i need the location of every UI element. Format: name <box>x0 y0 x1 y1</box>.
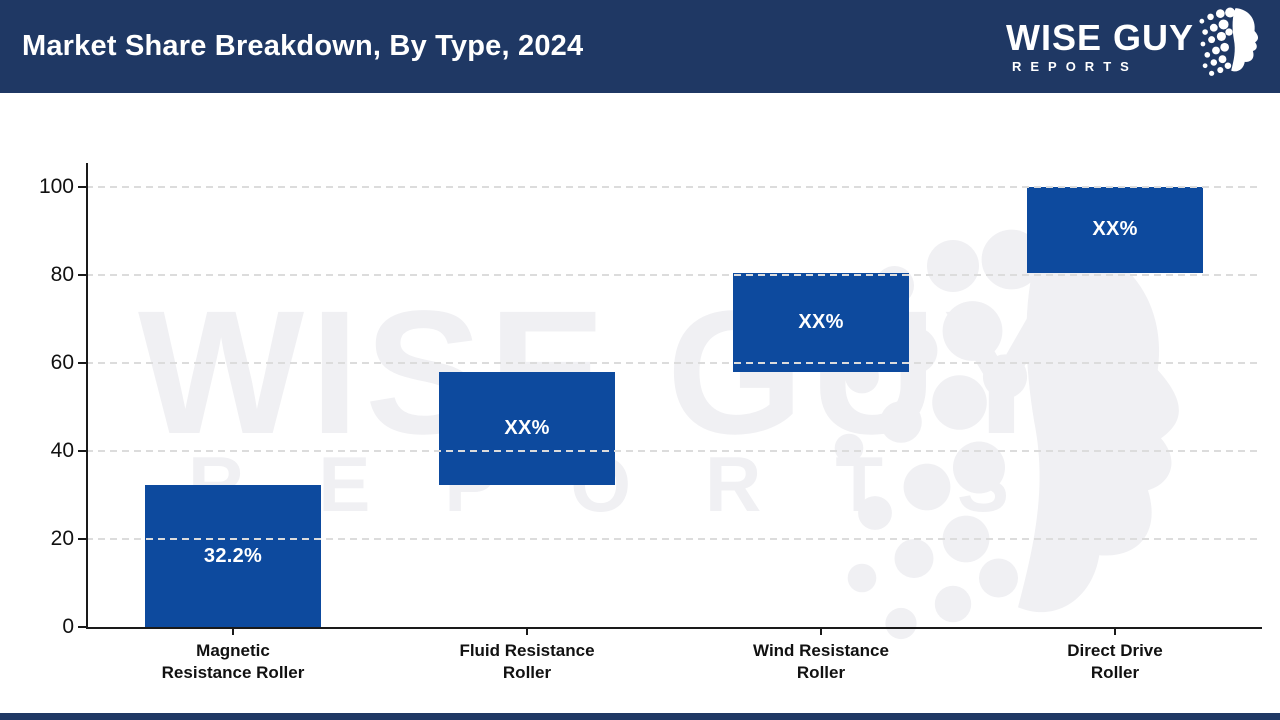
y-tick-0 <box>78 626 86 628</box>
gridline-60 <box>86 362 1262 364</box>
y-tick-80 <box>78 274 86 276</box>
y-tick-40 <box>78 450 86 452</box>
y-tick-label-20: 20 <box>50 527 74 550</box>
x-tick-label-line: Resistance Roller <box>161 663 305 683</box>
x-tick-2 <box>526 627 528 635</box>
header-bar: Market Share Breakdown, By Type, 2024 WI… <box>0 0 1280 93</box>
x-tick-label-line: Fluid Resistance <box>459 641 595 660</box>
x-tick-label-3: Wind Resistance Roller <box>671 640 971 684</box>
gridline-40 <box>86 450 1262 452</box>
page-title: Market Share Breakdown, By Type, 2024 <box>22 30 584 62</box>
y-tick-20 <box>78 538 86 540</box>
y-tick-label-0: 0 <box>62 615 74 638</box>
logo-wordmark: WISE GUY <box>1005 17 1194 58</box>
bar-value-label: XX% <box>1092 218 1138 241</box>
x-tick-label-line: Roller <box>502 663 552 683</box>
logo-text: WISE GUY REPORTS <box>1005 17 1194 74</box>
x-tick-4 <box>1114 627 1116 635</box>
y-axis <box>86 163 88 629</box>
x-tick-label-line: Direct Drive <box>1067 641 1163 660</box>
x-tick-label-4: Direct Drive Roller <box>965 640 1265 684</box>
gridline-80 <box>86 274 1262 276</box>
x-tick-label-1: Magnetic Resistance Roller <box>83 640 383 684</box>
bar-3: XX% <box>733 272 909 372</box>
bar-1: 32.2% <box>145 485 321 627</box>
bar-value-label: XX% <box>798 310 844 333</box>
y-tick-label-40: 40 <box>50 439 74 462</box>
logo-subtitle: REPORTS <box>1011 59 1138 74</box>
y-tick-label-80: 80 <box>50 263 74 286</box>
x-tick-label-2: Fluid Resistance Roller <box>377 640 677 684</box>
y-tick-100 <box>78 186 86 188</box>
x-tick-3 <box>820 627 822 635</box>
y-tick-label-60: 60 <box>50 351 74 374</box>
x-tick-label-line: Wind Resistance <box>753 641 889 660</box>
gridline-100 <box>86 186 1262 188</box>
x-axis <box>86 627 1262 629</box>
y-tick-60 <box>78 362 86 364</box>
y-tick-label-100: 100 <box>38 175 74 198</box>
footer-bar <box>0 713 1280 720</box>
bar-value-label: XX% <box>504 417 550 440</box>
x-tick-label-line: Roller <box>796 663 846 683</box>
bar-2: XX% <box>439 371 615 486</box>
gridline-20 <box>86 538 1262 540</box>
x-tick-1 <box>232 627 234 635</box>
x-tick-label-line: Roller <box>1090 663 1140 683</box>
dotted-head-icon <box>1196 6 1262 87</box>
x-tick-label-line: Magnetic <box>196 641 270 660</box>
wiseguy-logo: WISE GUY REPORTS <box>1006 6 1262 87</box>
bar-value-label: 32.2% <box>203 544 263 567</box>
bar-4: XX% <box>1027 187 1203 273</box>
